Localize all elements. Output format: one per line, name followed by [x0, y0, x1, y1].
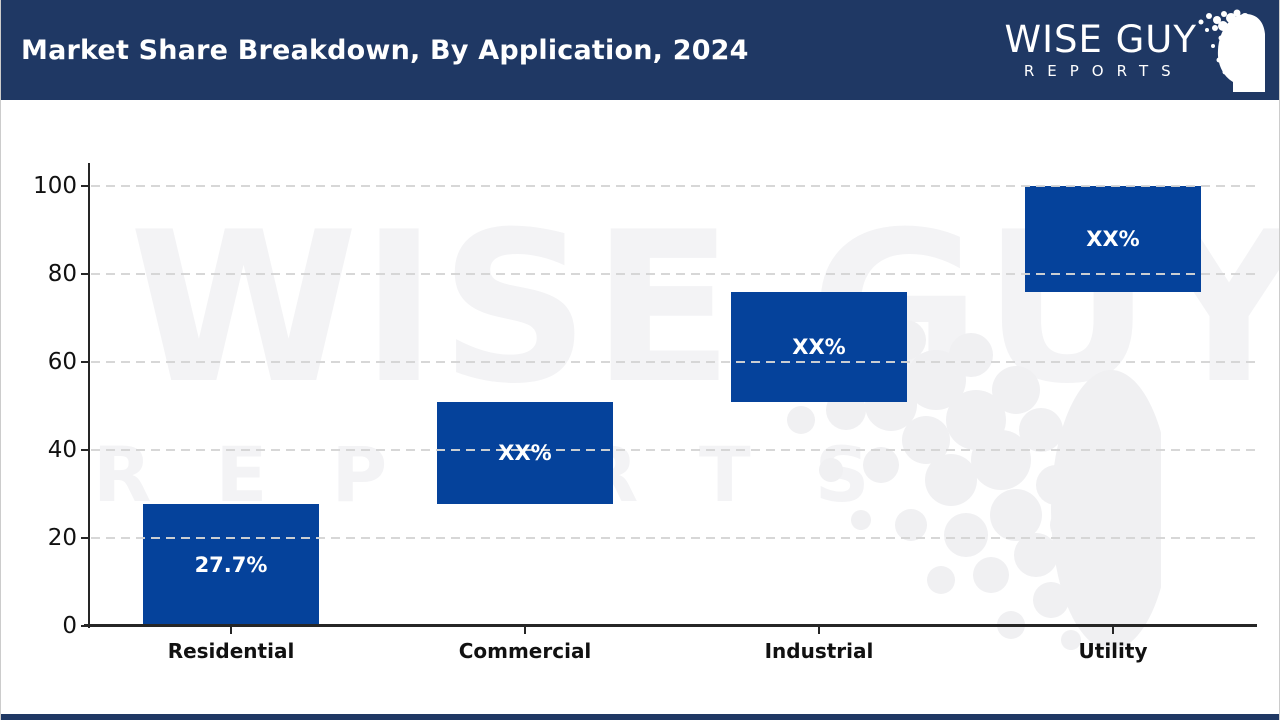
bar-value-label: XX% — [792, 334, 846, 359]
header: Market Share Breakdown, By Application, … — [1, 0, 1279, 100]
grid-line-60 — [91, 361, 1257, 363]
category-label-utility: Utility — [1078, 639, 1148, 663]
brand-logo: WISE GUY REPORTS — [1005, 8, 1267, 92]
bar-value-label: XX% — [1086, 226, 1140, 251]
logo-wordmark-line1: WISE GUY — [1004, 17, 1197, 61]
y-tick-label-0: 0 — [62, 613, 77, 639]
y-axis-spine — [88, 163, 90, 628]
category-label-commercial: Commercial — [458, 639, 592, 663]
x-tick-industrial — [818, 627, 820, 634]
grid-line-40 — [91, 449, 1257, 451]
y-tick-80 — [81, 273, 89, 275]
plot: 27.7% Residential XX% Commercial XX% Industri… — [1, 100, 1279, 714]
bar-commercial — [437, 401, 613, 505]
footer-bar — [1, 714, 1279, 720]
category-label-industrial: Industrial — [764, 639, 874, 663]
bar-industrial — [731, 291, 907, 402]
grid-line-100 — [91, 185, 1257, 187]
y-tick-label-60: 60 — [47, 349, 77, 375]
y-tick-label-20: 20 — [47, 525, 77, 551]
logo-wordmark: WISE GUY REPORTS — [1004, 17, 1197, 81]
x-axis-spine — [84, 624, 1257, 627]
y-tick-20 — [81, 537, 89, 539]
y-tick-40 — [81, 449, 89, 451]
category-label-residential: Residential — [167, 639, 295, 663]
bar-value-label: XX% — [498, 440, 552, 465]
logo-wordmark-line2: REPORTS — [1023, 61, 1184, 80]
grid-line-20 — [91, 537, 1257, 539]
y-tick-label-100: 100 — [33, 173, 77, 199]
y-tick-label-80: 80 — [47, 261, 77, 287]
bar-residential — [143, 504, 319, 626]
chart-area: WISE GUY REPORTS 27.7%ResidentialXX%Comm… — [1, 100, 1279, 714]
logo-head-icon — [1198, 9, 1265, 92]
bar-value-label: 27.7% — [194, 553, 268, 578]
y-tick-60 — [81, 361, 89, 363]
y-tick-100 — [81, 185, 89, 187]
x-tick-residential — [230, 627, 232, 634]
grid-line-80 — [91, 273, 1257, 275]
y-tick-label-40: 40 — [47, 437, 77, 463]
x-tick-commercial — [524, 627, 526, 634]
page-title: Market Share Breakdown, By Application, … — [21, 34, 749, 66]
x-tick-utility — [1112, 627, 1114, 634]
